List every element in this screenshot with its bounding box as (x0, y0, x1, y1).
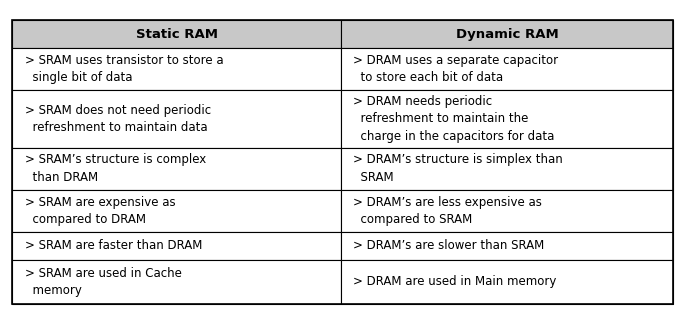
Text: > SRAM’s structure is complex
  than DRAM: > SRAM’s structure is complex than DRAM (25, 153, 206, 184)
Text: > SRAM does not need periodic
  refreshment to maintain data: > SRAM does not need periodic refreshmen… (25, 104, 211, 134)
Bar (12, 48, 341, 90)
Text: > DRAM’s structure is simplex than
  SRAM: > DRAM’s structure is simplex than SRAM (353, 153, 563, 184)
Text: > DRAM’s are slower than SRAM: > DRAM’s are slower than SRAM (353, 240, 545, 252)
Bar (341, 48, 673, 90)
Bar (341, 148, 673, 190)
Text: > DRAM needs periodic
  refreshment to maintain the
  charge in the capacitors f: > DRAM needs periodic refreshment to mai… (353, 95, 555, 143)
Text: Static RAM: Static RAM (136, 28, 218, 41)
Text: > SRAM uses transistor to store a
  single bit of data: > SRAM uses transistor to store a single… (25, 54, 223, 84)
Bar (12, 148, 341, 190)
Bar (341, 20, 673, 48)
Bar (12, 190, 341, 232)
Bar (12, 90, 341, 148)
Text: > SRAM are faster than DRAM: > SRAM are faster than DRAM (25, 240, 202, 252)
Text: Dynamic RAM: Dynamic RAM (456, 28, 558, 41)
Bar (12, 260, 341, 304)
Text: > SRAM are used in Cache
  memory: > SRAM are used in Cache memory (25, 267, 182, 297)
Bar (341, 190, 673, 232)
Text: > DRAM uses a separate capacitor
  to store each bit of data: > DRAM uses a separate capacitor to stor… (353, 54, 558, 84)
Bar (12, 232, 341, 260)
Bar (341, 260, 673, 304)
Bar (341, 90, 673, 148)
Text: > DRAM are used in Main memory: > DRAM are used in Main memory (353, 275, 557, 288)
Bar (341, 232, 673, 260)
Bar (12, 20, 341, 48)
Text: > DRAM’s are less expensive as
  compared to SRAM: > DRAM’s are less expensive as compared … (353, 196, 543, 226)
Text: > SRAM are expensive as
  compared to DRAM: > SRAM are expensive as compared to DRAM (25, 196, 175, 226)
